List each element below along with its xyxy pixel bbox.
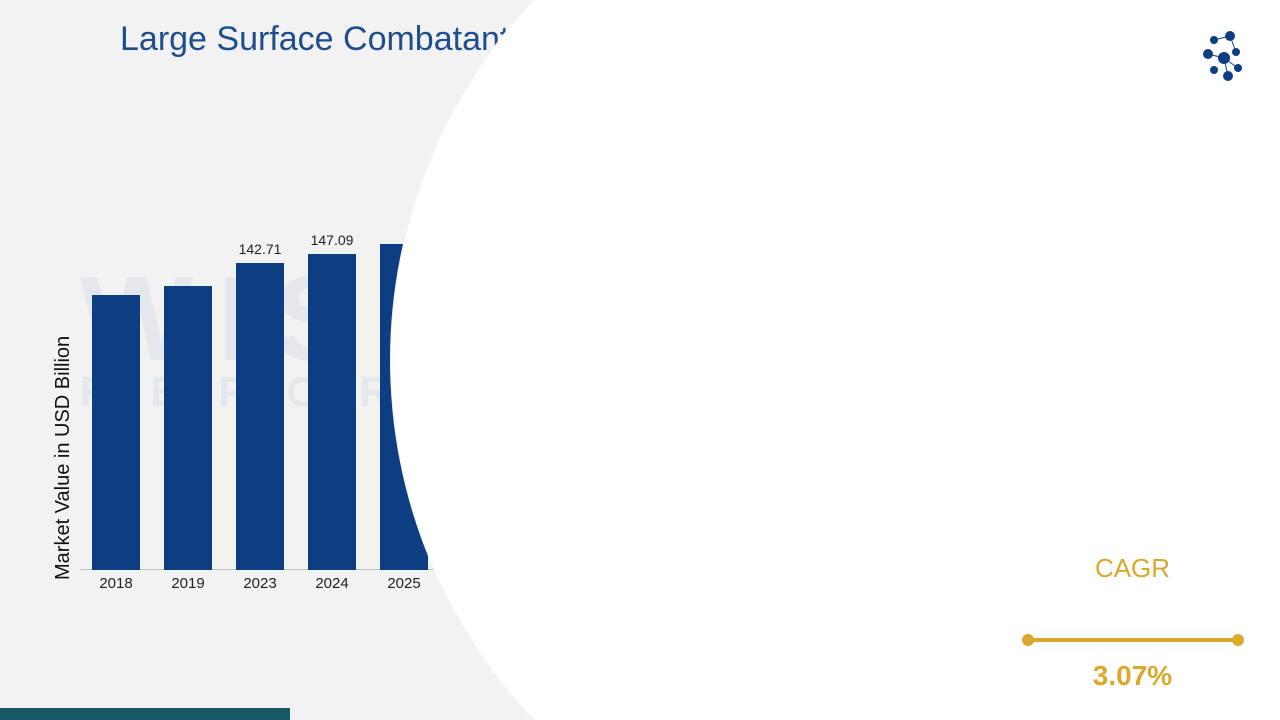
bar-slot: 147.09 — [296, 140, 368, 570]
x-tick-label: 2025 — [387, 575, 420, 592]
x-tick-label: 2023 — [243, 575, 276, 592]
cagr-box: CAGR (2019-2032) 3.07% — [985, 553, 1280, 692]
brand-logo: WISE GUY R E P O R T S — [956, 14, 1250, 62]
x-tick-label: 2018 — [99, 575, 132, 592]
bar-slot — [80, 140, 152, 570]
bar-slot: 142.71 — [224, 140, 296, 570]
logo-text-line1: WISE GUY — [956, 14, 1176, 48]
cagr-value: 3.07% — [985, 660, 1280, 692]
logo-text-line2: R E P O R T S — [956, 46, 1176, 62]
bar — [236, 263, 284, 570]
cagr-divider — [1028, 638, 1238, 642]
bar — [164, 286, 212, 570]
bar-value-label: 142.71 — [239, 241, 282, 257]
bar-value-label: 147.09 — [311, 232, 354, 248]
logo-head-icon — [1184, 20, 1254, 98]
x-tick-label: 2024 — [315, 575, 348, 592]
canvas: WISE GUY REPORTS Large Surface Combatant… — [0, 0, 1280, 720]
y-axis-label: Market Value in USD Billion — [52, 336, 75, 580]
x-tick-label: 2019 — [171, 575, 204, 592]
bar-slot — [152, 140, 224, 570]
cagr-range: (2019-2032) — [985, 588, 1280, 616]
bar — [92, 295, 140, 570]
bottom-strip — [0, 708, 290, 720]
bar — [308, 254, 356, 570]
cagr-title: CAGR — [985, 553, 1280, 584]
